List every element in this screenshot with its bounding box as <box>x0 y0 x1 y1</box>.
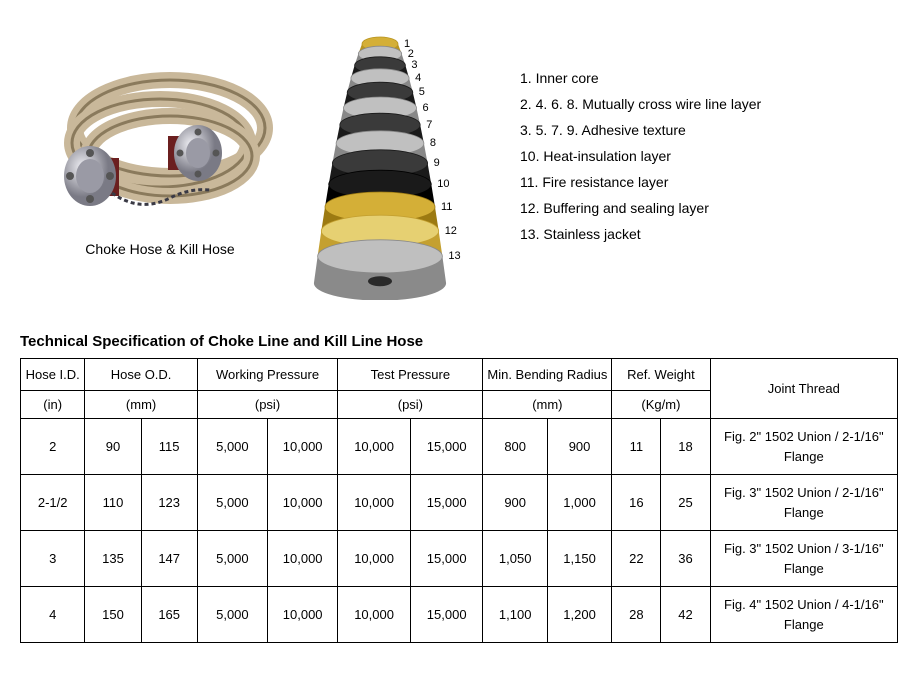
table-cell: 1,200 <box>547 587 611 643</box>
table-cell: 1,100 <box>483 587 547 643</box>
table-cell: 5,000 <box>197 531 267 587</box>
table-cell: 123 <box>141 475 197 531</box>
layer-number: 13 <box>448 250 460 262</box>
header-row-1: Hose I.D. Hose O.D. Working Pressure Tes… <box>21 359 898 391</box>
table-row: 31351475,00010,00010,00015,0001,0501,150… <box>21 531 898 587</box>
legend-item: 12. Buffering and sealing layer <box>520 200 898 216</box>
table-cell: 2-1/2 <box>21 475 85 531</box>
table-cell: 5,000 <box>197 475 267 531</box>
th-tp: Test Pressure <box>338 359 483 391</box>
table-cell: 10,000 <box>338 475 411 531</box>
product-caption: Choke Hose & Kill Hose <box>20 241 300 257</box>
table-cell: 22 <box>612 531 661 587</box>
table-cell: 10,000 <box>268 531 338 587</box>
table-cell: 18 <box>661 419 710 475</box>
table-cell: 900 <box>547 419 611 475</box>
th-br: Min. Bending Radius <box>483 359 612 391</box>
th-wp: Working Pressure <box>197 359 338 391</box>
legend-item: 3. 5. 7. 9. Adhesive texture <box>520 122 898 138</box>
table-cell: 15,000 <box>410 419 483 475</box>
table-cell: 42 <box>661 587 710 643</box>
table-cell: 90 <box>85 419 141 475</box>
table-cell: 15,000 <box>410 475 483 531</box>
layer-number: 6 <box>423 102 429 114</box>
table-cell: 25 <box>661 475 710 531</box>
th-wt: Ref. Weight <box>612 359 710 391</box>
layer-number: 2 <box>408 48 414 60</box>
table-cell: 15,000 <box>410 531 483 587</box>
unit-in: (in) <box>21 391 85 419</box>
layer-number: 3 <box>411 59 417 71</box>
joint-thread-cell: Fig. 3" 1502 Union / 3-1/16" Flange <box>710 531 897 587</box>
unit-mm-br: (mm) <box>483 391 612 419</box>
legend-item: 13. Stainless jacket <box>520 226 898 242</box>
table-row: 41501655,00010,00010,00015,0001,1001,200… <box>21 587 898 643</box>
layer-number: 8 <box>430 137 436 149</box>
unit-mm-od: (mm) <box>85 391 197 419</box>
unit-psi-wp: (psi) <box>197 391 338 419</box>
table-cell: 10,000 <box>338 587 411 643</box>
layer-number: 9 <box>434 157 440 169</box>
joint-thread-cell: Fig. 4" 1502 Union / 4-1/16" Flange <box>710 587 897 643</box>
table-cell: 11 <box>612 419 661 475</box>
unit-kgm: (Kg/m) <box>612 391 710 419</box>
hose-product-illustration <box>40 38 280 228</box>
table-cell: 10,000 <box>268 475 338 531</box>
th-od: Hose O.D. <box>85 359 197 391</box>
spec-table: Hose I.D. Hose O.D. Working Pressure Tes… <box>20 358 898 643</box>
legend-item: 1. Inner core <box>520 70 898 86</box>
table-cell: 5,000 <box>197 587 267 643</box>
layer-number: 5 <box>419 86 425 98</box>
product-image-column: Choke Hose & Kill Hose <box>20 20 300 303</box>
table-cell: 800 <box>483 419 547 475</box>
table-cell: 10,000 <box>268 587 338 643</box>
legend-item: 10. Heat-insulation layer <box>520 148 898 164</box>
cutaway-column: 12345678910111213 <box>300 20 500 303</box>
table-title: Technical Specification of Choke Line an… <box>20 333 898 350</box>
table-cell: 115 <box>141 419 197 475</box>
table-cell: 28 <box>612 587 661 643</box>
layer-legend: 1. Inner core 2. 4. 6. 8. Mutually cross … <box>500 20 898 303</box>
table-cell: 5,000 <box>197 419 267 475</box>
table-cell: 10,000 <box>268 419 338 475</box>
table-cell: 10,000 <box>338 419 411 475</box>
joint-thread-cell: Fig. 2" 1502 Union / 2-1/16" Flange <box>710 419 897 475</box>
unit-psi-tp: (psi) <box>338 391 483 419</box>
layer-number: 12 <box>445 225 457 237</box>
table-cell: 165 <box>141 587 197 643</box>
table-cell: 10,000 <box>338 531 411 587</box>
table-cell: 36 <box>661 531 710 587</box>
table-cell: 110 <box>85 475 141 531</box>
table-cell: 4 <box>21 587 85 643</box>
th-id: Hose I.D. <box>21 359 85 391</box>
layer-number: 10 <box>437 178 449 190</box>
table-cell: 1,150 <box>547 531 611 587</box>
legend-item: 2. 4. 6. 8. Mutually cross wire line lay… <box>520 96 898 112</box>
table-cell: 147 <box>141 531 197 587</box>
table-cell: 2 <box>21 419 85 475</box>
table-row: 2901155,00010,00010,00015,0008009001118F… <box>21 419 898 475</box>
table-cell: 900 <box>483 475 547 531</box>
th-jt: Joint Thread <box>710 359 897 419</box>
layer-number: 4 <box>415 72 421 84</box>
joint-thread-cell: Fig. 3" 1502 Union / 2-1/16" Flange <box>710 475 897 531</box>
table-cell: 3 <box>21 531 85 587</box>
table-cell: 1,000 <box>547 475 611 531</box>
table-cell: 1,050 <box>483 531 547 587</box>
table-cell: 15,000 <box>410 587 483 643</box>
top-section: Choke Hose & Kill Hose 12345678910111213… <box>20 20 898 303</box>
legend-item: 11. Fire resistance layer <box>520 174 898 190</box>
table-row: 2-1/21101235,00010,00010,00015,0009001,0… <box>21 475 898 531</box>
table-cell: 135 <box>85 531 141 587</box>
layer-number: 11 <box>441 201 452 213</box>
table-cell: 16 <box>612 475 661 531</box>
layer-number: 7 <box>426 119 432 131</box>
table-cell: 150 <box>85 587 141 643</box>
